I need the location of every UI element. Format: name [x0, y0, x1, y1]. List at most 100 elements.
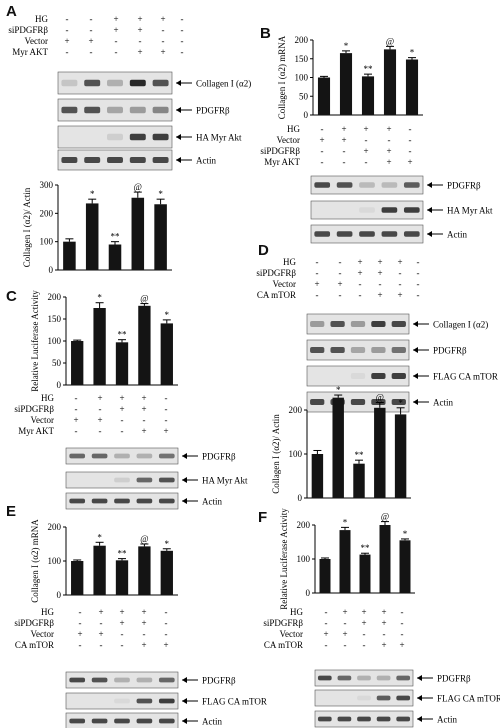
condition-sign-b: - [365, 135, 368, 145]
bar-a [85, 203, 99, 270]
condition-sign-d: - [417, 290, 420, 300]
significance-mark-f: ** [361, 543, 371, 553]
significance-mark-b: * [410, 48, 415, 58]
condition-sign-d: - [399, 279, 402, 289]
condition-sign-e: - [121, 629, 124, 639]
condition-label-d-ca-mtor: CA mTOR [257, 290, 296, 300]
condition-sign-c: - [75, 393, 78, 403]
condition-sign-d: - [417, 279, 420, 289]
blot-band-c [91, 453, 108, 459]
condition-sign-e: + [141, 607, 146, 617]
condition-sign-e: + [141, 618, 146, 628]
condition-sign-e: - [165, 607, 168, 617]
blot-band-d [350, 399, 366, 405]
blot-d-flag-ca-mtor [306, 365, 410, 387]
blot-label-b-pdgfr: PDGFRβ [447, 181, 481, 191]
arrow-head-a [176, 157, 181, 163]
condition-sign-c: - [165, 393, 168, 403]
arrow-head-a [176, 134, 181, 140]
condition-label-f-ca-mtor: CA mTOR [264, 640, 303, 650]
blot-c-pdgfr [65, 447, 179, 465]
condition-sign-d: + [357, 257, 362, 267]
blot-band-b [359, 207, 375, 213]
blot-label-a-actin: Actin [196, 156, 216, 166]
condition-sign-c: + [141, 404, 146, 414]
condition-sign-a: + [113, 14, 118, 24]
blot-band-b [336, 182, 353, 188]
condition-label-c-hg: HG [41, 393, 54, 403]
condition-sign-f: + [381, 640, 386, 650]
y-tick-label-a: 200 [40, 208, 54, 218]
blot-band-e [136, 677, 153, 683]
blot-band-b [381, 182, 398, 188]
blot-band-d [310, 347, 325, 353]
condition-sign-d: - [316, 268, 319, 278]
condition-sign-f: - [325, 640, 328, 650]
blot-c-ha-myr-akt [65, 471, 179, 489]
blot-label-e-flag-ca-mtor: FLAG CA mTOR [202, 697, 267, 707]
condition-sign-f: + [381, 618, 386, 628]
condition-sign-d: + [314, 279, 319, 289]
condition-sign-b: + [386, 146, 391, 156]
blot-band-e [136, 718, 153, 724]
condition-sign-e: - [165, 618, 168, 628]
condition-sign-b: - [409, 146, 412, 156]
bar-b [317, 77, 331, 115]
significance-mark-a: ** [111, 232, 121, 242]
blot-band-f [376, 675, 391, 681]
condition-sign-e: - [100, 640, 103, 650]
bar-b [339, 53, 353, 115]
blot-label-c-pdgfr: PDGFRβ [202, 452, 236, 462]
condition-sign-b: - [365, 157, 368, 167]
arrow-head-d [413, 321, 418, 327]
y-axis-label-a: Collagen I (α2)/ Actin [22, 187, 32, 267]
arrow-head-e [182, 677, 187, 683]
blot-band-b [359, 182, 375, 188]
blot-band-d [330, 321, 345, 327]
blot-band-c [69, 453, 86, 459]
blot-band-b [381, 231, 398, 237]
panel-label-d: D [258, 242, 269, 259]
condition-sign-f: + [361, 618, 366, 628]
condition-sign-f: - [363, 629, 366, 639]
condition-sign-c: + [119, 393, 124, 403]
blot-band-c [136, 477, 153, 483]
condition-sign-b: - [409, 124, 412, 134]
blot-band-c [91, 498, 108, 504]
bar-c [93, 308, 106, 385]
condition-sign-a: + [160, 47, 165, 57]
bar-d [394, 414, 407, 498]
condition-sign-a: + [64, 36, 69, 46]
condition-sign-d: - [359, 290, 362, 300]
significance-mark-e: * [165, 539, 170, 549]
blot-label-b-ha-myr-akt: HA Myr Akt [447, 206, 493, 216]
panel-label-f: F [258, 509, 268, 526]
blot-band-a [84, 79, 101, 87]
significance-mark-a: * [158, 189, 163, 199]
condition-sign-c: + [141, 393, 146, 403]
condition-sign-c: - [75, 404, 78, 414]
condition-sign-f: - [401, 618, 404, 628]
condition-sign-b: - [321, 157, 324, 167]
significance-mark-a: @ [134, 182, 142, 192]
significance-mark-c: @ [140, 294, 148, 304]
condition-sign-b: - [388, 135, 391, 145]
arrow-head-b [427, 182, 432, 188]
condition-sign-e: + [119, 607, 124, 617]
condition-sign-c: + [97, 415, 102, 425]
condition-sign-f: - [325, 607, 328, 617]
condition-sign-d: - [417, 268, 420, 278]
blot-band-f [357, 675, 371, 681]
blot-band-a [61, 106, 78, 114]
condition-sign-e: - [79, 618, 82, 628]
condition-sign-d: + [357, 268, 362, 278]
blot-f-pdgfr [314, 669, 414, 687]
condition-sign-a: + [137, 47, 142, 57]
y-axis-label-e: Collagen I (α2) mRNA [30, 519, 40, 603]
bar-c [138, 305, 151, 385]
blot-band-d [391, 321, 406, 327]
blot-label-b-actin: Actin [447, 230, 467, 240]
blot-band-e [158, 698, 175, 704]
condition-sign-c: + [119, 404, 124, 414]
condition-sign-b: + [319, 135, 324, 145]
